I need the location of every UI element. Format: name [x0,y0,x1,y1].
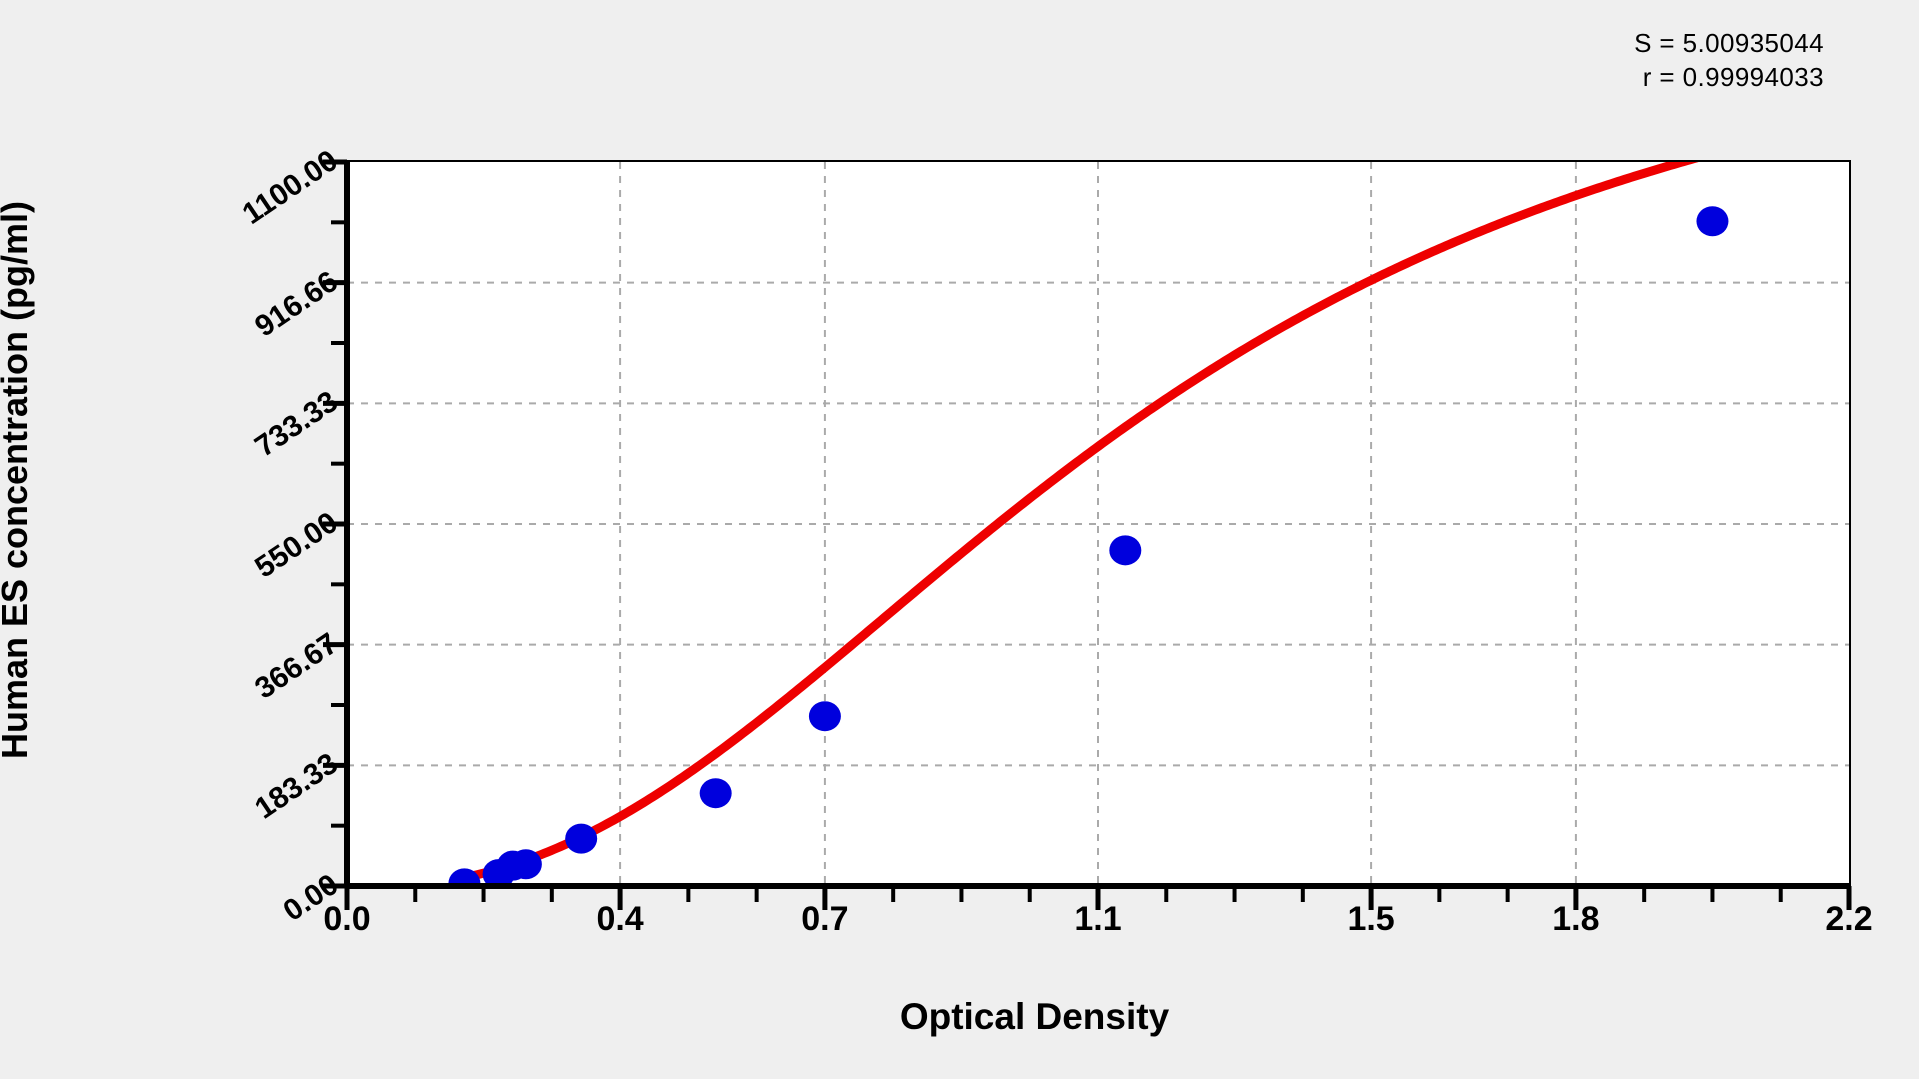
data-point [448,868,481,886]
x-axis-tick-label: 0.7 [801,900,849,938]
chart-svg [347,162,1849,886]
x-axis-tick-label: 2.2 [1825,900,1873,938]
data-point [699,778,732,809]
x-axis-title: Optical Density [899,996,1170,1037]
x-axis-tick-label: 1.5 [1347,900,1395,938]
data-point [808,701,841,732]
plot-area [345,160,1851,888]
y-axis-title: Human ES concentration (pg/ml) [0,200,36,760]
plot-inner [347,162,1849,886]
statistic-s: S = 5.00935044 [1634,28,1824,58]
x-axis-tick-label: 1.1 [1074,900,1122,938]
data-point [1109,535,1142,566]
data-point [509,849,542,880]
data-point [1696,206,1729,237]
x-axis-title-container: Optical Density [0,996,1919,1038]
data-point [565,823,598,854]
y-axis-title-container: Human ES concentration (pg/ml) [0,170,360,790]
fit-statistics: S = 5.00935044 r = 0.99994033 [1634,26,1824,95]
statistic-r: r = 0.99994033 [1642,62,1824,93]
fit-curve [457,162,1699,883]
x-axis-tick-label: 0.0 [323,900,371,938]
x-axis-tick-label: 1.8 [1552,900,1600,938]
x-axis-tick-label: 0.4 [596,900,644,938]
